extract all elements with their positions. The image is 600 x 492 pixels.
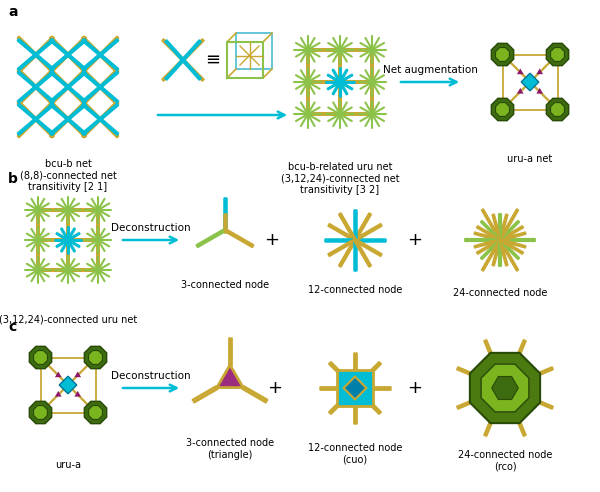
Text: bcu-b net
(8,8)-connected net
transitivity [2 1]: bcu-b net (8,8)-connected net transitivi… — [20, 159, 116, 192]
Polygon shape — [344, 376, 367, 400]
Polygon shape — [547, 98, 569, 121]
Text: +: + — [268, 379, 283, 397]
Polygon shape — [496, 48, 509, 62]
Polygon shape — [551, 102, 565, 117]
Polygon shape — [29, 346, 52, 369]
Polygon shape — [491, 43, 514, 65]
Text: uru-a net: uru-a net — [508, 154, 553, 164]
Polygon shape — [34, 405, 47, 420]
Text: +: + — [265, 231, 280, 249]
Polygon shape — [217, 365, 243, 388]
Polygon shape — [521, 73, 539, 91]
Text: bcu-b-related uru net
(3,12,24)-connected net
transitivity [3 2]: bcu-b-related uru net (3,12,24)-connecte… — [281, 162, 400, 195]
Text: c: c — [8, 320, 16, 334]
Polygon shape — [481, 364, 529, 412]
Text: 3-connected node: 3-connected node — [181, 280, 269, 290]
Polygon shape — [470, 353, 540, 423]
Text: Net augmentation: Net augmentation — [383, 65, 478, 75]
Text: ≡: ≡ — [205, 51, 221, 69]
Polygon shape — [337, 370, 373, 405]
Text: a: a — [8, 5, 17, 19]
Polygon shape — [491, 98, 514, 121]
Text: 12-connected node: 12-connected node — [308, 285, 402, 295]
Polygon shape — [536, 88, 543, 93]
Polygon shape — [536, 68, 543, 74]
Polygon shape — [85, 401, 107, 424]
Polygon shape — [74, 371, 81, 377]
Text: b: b — [8, 172, 18, 186]
Text: 3-connected node
(triangle): 3-connected node (triangle) — [186, 438, 274, 460]
Polygon shape — [89, 405, 103, 420]
Polygon shape — [85, 346, 107, 369]
Polygon shape — [55, 391, 62, 397]
Text: 24-connected node
(rco): 24-connected node (rco) — [458, 450, 552, 472]
Polygon shape — [547, 43, 569, 65]
Text: +: + — [407, 379, 422, 397]
Polygon shape — [29, 401, 52, 424]
Polygon shape — [74, 391, 81, 397]
Polygon shape — [517, 68, 524, 74]
Polygon shape — [492, 376, 518, 400]
Text: (3,12,24)-connected uru net: (3,12,24)-connected uru net — [0, 315, 137, 325]
Polygon shape — [496, 102, 509, 117]
Polygon shape — [34, 351, 47, 365]
Text: Deconstruction: Deconstruction — [111, 371, 191, 381]
Polygon shape — [59, 376, 77, 394]
Text: uru-a: uru-a — [55, 460, 81, 470]
Polygon shape — [89, 351, 103, 365]
Text: 24-connected node: 24-connected node — [453, 288, 547, 298]
Text: Deconstruction: Deconstruction — [111, 223, 191, 233]
Text: 12-connected node
(cuo): 12-connected node (cuo) — [308, 443, 402, 464]
Polygon shape — [55, 371, 62, 377]
Polygon shape — [551, 48, 565, 62]
Text: +: + — [407, 231, 422, 249]
Polygon shape — [517, 88, 524, 93]
